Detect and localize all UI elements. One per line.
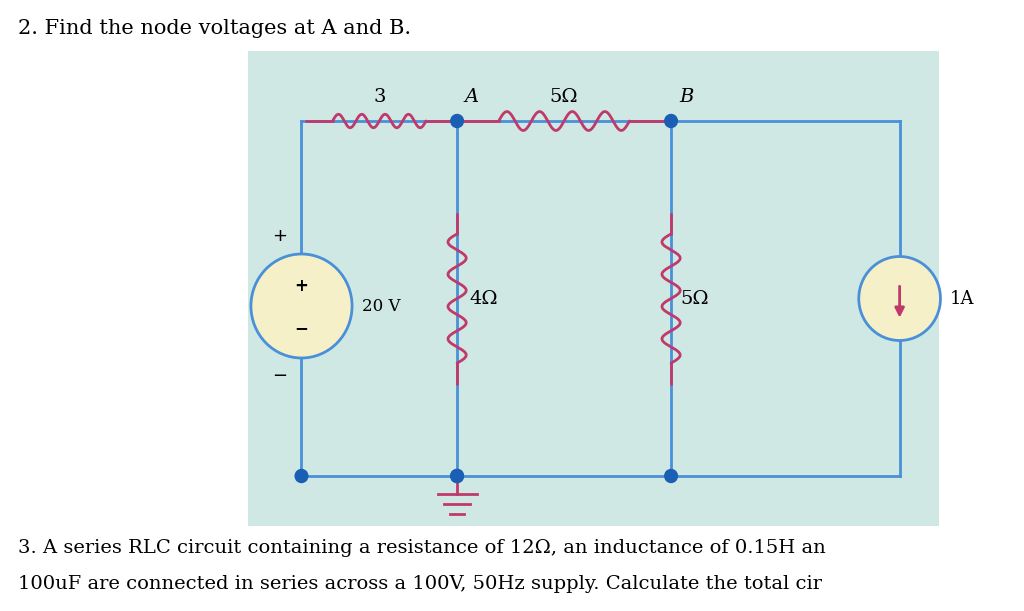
FancyBboxPatch shape xyxy=(248,51,939,526)
Text: 5Ω: 5Ω xyxy=(681,290,710,307)
Text: 100uF are connected in series across a 100V, 50Hz supply. Calculate the total ci: 100uF are connected in series across a 1… xyxy=(17,575,821,593)
Text: −: − xyxy=(295,319,308,337)
Text: +: + xyxy=(295,277,308,295)
Text: −: − xyxy=(272,367,288,385)
Text: 3. A series RLC circuit containing a resistance of 12Ω, an inductance of 0.15H a: 3. A series RLC circuit containing a res… xyxy=(17,539,825,557)
Circle shape xyxy=(451,114,464,128)
Text: B: B xyxy=(679,88,693,106)
Text: 2. Find the node voltages at A and B.: 2. Find the node voltages at A and B. xyxy=(17,19,411,38)
Circle shape xyxy=(251,254,352,358)
Text: A: A xyxy=(465,88,479,106)
Circle shape xyxy=(665,469,678,483)
Circle shape xyxy=(859,257,940,340)
Circle shape xyxy=(451,469,464,483)
Circle shape xyxy=(451,469,464,483)
Text: 1A: 1A xyxy=(950,290,975,307)
Circle shape xyxy=(295,469,308,483)
Text: 4Ω: 4Ω xyxy=(470,290,499,307)
Text: 5Ω: 5Ω xyxy=(550,88,579,106)
Text: 20 V: 20 V xyxy=(361,298,400,315)
Circle shape xyxy=(665,114,678,128)
Text: +: + xyxy=(272,227,288,245)
Text: 3: 3 xyxy=(373,88,386,106)
